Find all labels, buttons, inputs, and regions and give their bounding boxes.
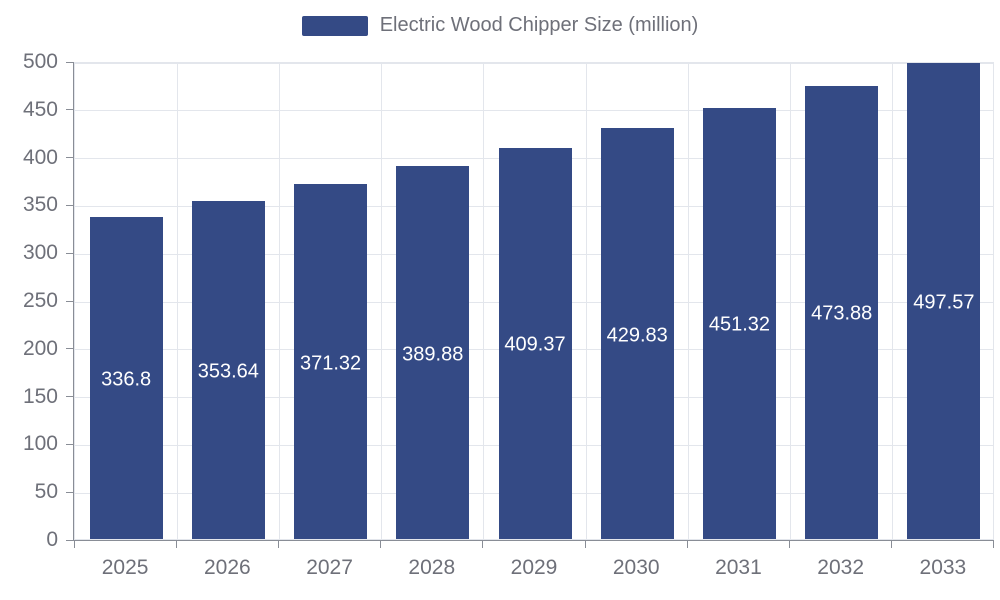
y-axis-tick: [66, 252, 74, 254]
y-axis-tick: [66, 157, 74, 159]
bar-2029[interactable]: [498, 147, 572, 539]
y-axis-tick-label: 500: [22, 50, 58, 73]
gridline-vertical: [278, 63, 280, 539]
gridline-vertical: [790, 63, 792, 539]
x-axis-tick: [380, 540, 382, 548]
y-axis-tick: [66, 396, 74, 398]
y-axis-tick-label: 400: [22, 145, 58, 169]
legend[interactable]: Electric Wood Chipper Size (million): [0, 14, 1000, 37]
y-axis-tick-label: 300: [22, 241, 58, 265]
y-axis-line: [73, 62, 74, 541]
plot-area: 336.8 353.64 371.32 389.88 409.37 429.83 451.3…: [74, 62, 994, 540]
bar-2033[interactable]: [907, 63, 981, 539]
x-axis-tick-label: 2027: [306, 556, 353, 579]
x-axis-tick: [482, 540, 484, 548]
gridline-vertical: [483, 63, 485, 539]
y-axis-tick-label: 350: [22, 193, 58, 217]
y-axis-tick-label: 0: [46, 528, 58, 551]
y-axis-tick-label: 100: [22, 432, 58, 456]
bar-2030[interactable]: [600, 128, 674, 539]
x-axis-tick: [686, 540, 688, 548]
bar-2026[interactable]: [191, 200, 265, 539]
x-axis-tick: [73, 540, 75, 548]
x-axis-tick: [584, 540, 586, 548]
bar-2025[interactable]: [89, 217, 163, 539]
bar-2028[interactable]: [396, 166, 470, 539]
y-axis-tick-label: 250: [22, 289, 58, 312]
x-axis-tick-label: 2031: [715, 556, 762, 579]
y-axis-tick: [66, 204, 74, 206]
x-axis-tick-label: 2030: [612, 556, 660, 579]
gridline-vertical: [585, 63, 587, 539]
x-axis-tick: [891, 540, 893, 548]
x-axis-line: [73, 540, 994, 541]
gridline-horizontal: [75, 63, 993, 64]
gridline-vertical: [381, 63, 383, 539]
x-axis-tick-label: 2033: [919, 556, 967, 579]
y-axis-tick: [66, 61, 74, 63]
bar-2031[interactable]: [702, 107, 776, 539]
y-axis-tick-label: 150: [22, 384, 58, 408]
y-axis-tick-label: 450: [22, 97, 58, 121]
gridline-vertical: [892, 63, 894, 539]
gridline-vertical: [687, 63, 689, 539]
x-axis-tick-label: 2028: [408, 556, 456, 579]
x-axis-tick: [789, 540, 791, 548]
x-axis-tick: [992, 540, 994, 548]
y-axis-tick: [66, 348, 74, 350]
y-axis-tick-label: 50: [34, 480, 58, 504]
y-axis-tick: [66, 491, 74, 493]
gridline-vertical: [176, 63, 178, 539]
x-axis-tick-label: 2025: [101, 556, 149, 579]
y-axis-tick-label: 200: [22, 336, 58, 360]
gridline-horizontal: [75, 110, 993, 112]
x-axis-tick: [175, 540, 177, 548]
legend-swatch-icon: [301, 15, 368, 36]
y-axis-tick: [66, 539, 74, 541]
x-axis-tick: [277, 540, 279, 548]
y-axis-tick: [66, 300, 74, 302]
x-axis-tick-label: 2026: [203, 556, 251, 579]
x-axis-tick-label: 2032: [817, 556, 865, 579]
bar-2032[interactable]: [805, 85, 879, 539]
y-axis-tick: [66, 443, 74, 445]
y-axis-tick: [66, 109, 74, 111]
legend-label: Electric Wood Chipper Size (million): [379, 14, 699, 36]
bar-2027[interactable]: [294, 184, 368, 539]
x-axis-tick-label: 2029: [510, 556, 558, 579]
